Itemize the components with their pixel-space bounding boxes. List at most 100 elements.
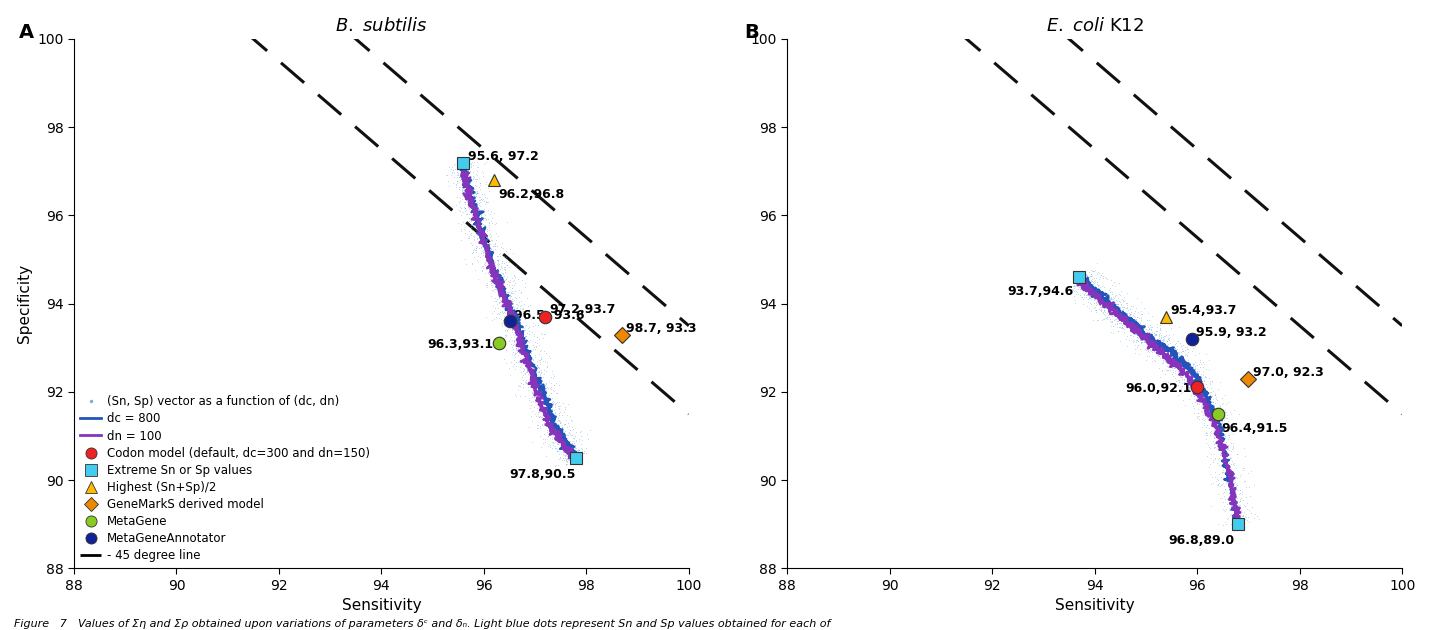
Point — [1190, 383, 1213, 393]
Point — [1203, 472, 1226, 482]
Point — [445, 176, 468, 186]
Point — [560, 443, 583, 453]
Point — [1157, 342, 1180, 352]
Point — [471, 206, 494, 216]
Point — [1133, 303, 1156, 313]
Point — [530, 365, 553, 375]
Point — [503, 306, 526, 316]
Point — [1200, 401, 1223, 411]
Point — [1204, 467, 1227, 478]
Point — [498, 314, 521, 324]
Point — [1101, 294, 1124, 304]
Point — [497, 280, 520, 290]
Point — [437, 176, 460, 186]
Point — [551, 453, 574, 463]
Point — [471, 236, 494, 246]
Point — [553, 431, 576, 441]
Point — [1201, 421, 1224, 431]
Point — [1147, 345, 1170, 355]
Point — [547, 439, 570, 449]
Point — [481, 308, 504, 318]
Point — [1210, 429, 1233, 439]
Point — [1118, 312, 1141, 323]
Point — [1229, 508, 1252, 518]
Point — [470, 242, 493, 252]
Point — [1080, 306, 1103, 316]
Point — [1113, 307, 1136, 317]
Point — [1232, 510, 1254, 520]
Point — [1110, 311, 1133, 321]
Point — [518, 352, 541, 362]
Point — [1226, 505, 1249, 515]
Point — [1167, 361, 1190, 371]
Point — [516, 366, 538, 376]
Point — [468, 180, 491, 190]
Point — [1101, 301, 1124, 311]
Point — [550, 444, 573, 454]
Point — [540, 402, 563, 412]
Point — [445, 192, 468, 202]
Point — [1116, 316, 1138, 326]
Point — [1181, 359, 1204, 369]
Point — [1126, 315, 1148, 325]
Point — [1163, 349, 1186, 359]
Point — [531, 434, 554, 444]
Point — [1177, 384, 1200, 394]
Point — [1078, 291, 1101, 301]
Point — [1206, 410, 1229, 420]
Point — [448, 182, 471, 192]
Point — [1169, 365, 1191, 375]
Point — [1143, 329, 1166, 340]
Point — [1232, 510, 1254, 520]
Point — [546, 397, 569, 407]
Point — [485, 299, 508, 309]
Point — [491, 268, 514, 278]
Point — [1207, 519, 1230, 529]
Point — [1094, 299, 1117, 309]
Point — [454, 203, 477, 213]
Point — [1083, 289, 1106, 299]
Point — [453, 178, 475, 188]
Point — [530, 391, 553, 401]
Point — [491, 271, 514, 281]
Point — [1206, 395, 1229, 405]
Point — [1093, 303, 1116, 313]
Point — [473, 260, 495, 270]
Point — [504, 299, 527, 309]
Point — [1120, 325, 1143, 335]
Point — [548, 453, 571, 463]
Point — [510, 300, 533, 310]
Point — [460, 163, 483, 173]
Point — [1197, 355, 1220, 365]
Point — [1221, 456, 1244, 466]
Point — [1093, 307, 1116, 317]
Point — [1207, 460, 1230, 470]
Point — [1216, 451, 1239, 461]
Point — [526, 360, 548, 370]
Point — [463, 244, 485, 254]
Point — [493, 261, 516, 272]
Point — [500, 295, 523, 305]
Point — [1177, 386, 1200, 396]
Point — [1074, 287, 1097, 297]
Point — [1140, 346, 1163, 356]
Point — [1100, 317, 1123, 327]
Point — [1191, 413, 1214, 423]
Point — [1169, 372, 1191, 382]
Point — [1098, 316, 1121, 326]
Point — [558, 445, 581, 455]
Point — [1221, 443, 1244, 453]
Point — [1083, 275, 1106, 285]
Point — [1209, 481, 1232, 491]
Point — [453, 197, 475, 207]
Point — [518, 346, 541, 357]
Point — [530, 354, 553, 364]
Text: 97.0, 92.3: 97.0, 92.3 — [1253, 366, 1323, 379]
Point — [1121, 319, 1144, 329]
Point — [1183, 408, 1206, 418]
Point — [1153, 354, 1176, 364]
Point — [491, 275, 514, 285]
Point — [501, 309, 524, 319]
Point — [1140, 341, 1163, 351]
Point — [445, 178, 468, 188]
